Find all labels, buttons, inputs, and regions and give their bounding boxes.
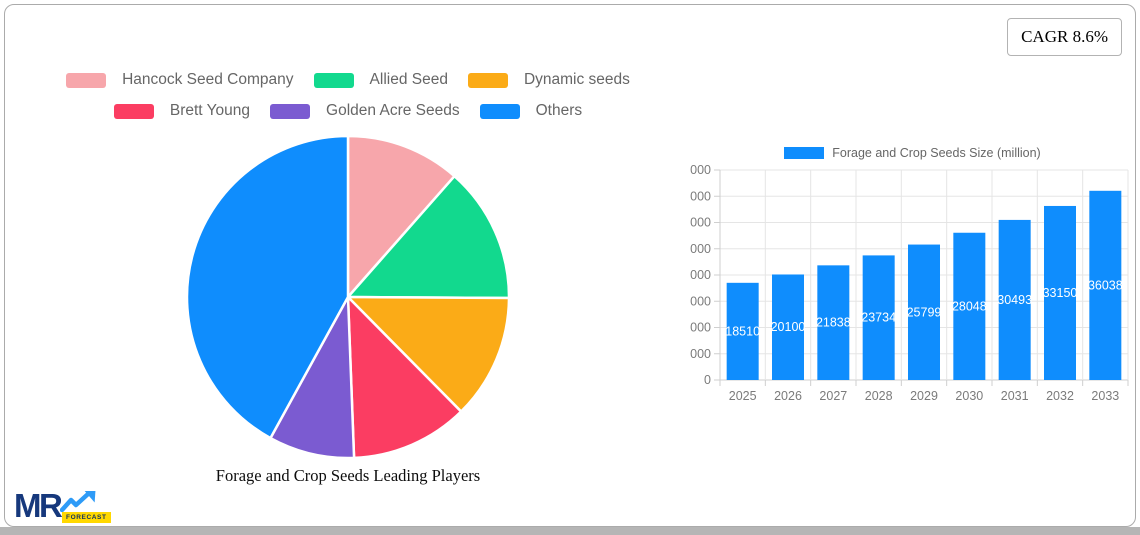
- bar-chart-legend[interactable]: Forage and Crop Seeds Size (million): [690, 146, 1135, 160]
- bar-2029: [908, 244, 940, 380]
- bar-value-label: 20100: [771, 320, 806, 334]
- pie-chart: [185, 134, 511, 460]
- bar-value-label: 21838: [816, 316, 851, 330]
- pie-legend-item[interactable]: Others: [479, 102, 583, 120]
- legend-swatch-icon: [66, 72, 107, 88]
- bar-2032: [1044, 205, 1076, 380]
- legend-label: Golden Acre Seeds: [326, 102, 460, 119]
- svg-text:0: 0: [704, 373, 711, 387]
- bar-value-label: 30493: [997, 293, 1032, 307]
- bar-2031: [998, 219, 1031, 380]
- svg-text:25000: 25000: [690, 242, 711, 256]
- pie-legend: Hancock Seed Company Allied Seed Dynamic s…: [36, 71, 660, 120]
- pie-slice-golden-acre-seeds: [269, 295, 356, 460]
- pie-slice-allied-seed: [346, 174, 511, 300]
- legend-swatch-icon: [313, 72, 354, 88]
- x-axis-label: 2026: [774, 389, 802, 403]
- bar-chart: 0 5000 10000 15000 20000 25000 30000 35000 40000…: [690, 140, 1135, 410]
- legend-swatch-icon: [479, 103, 520, 119]
- bar-2025: [726, 282, 759, 380]
- bar-legend-swatch-icon: [784, 147, 825, 159]
- pie-legend-row-2: Brett Young Golden Acre Seeds Others: [36, 102, 660, 120]
- pie-legend-item[interactable]: Dynamic seeds: [467, 71, 630, 89]
- pie-legend-item[interactable]: Golden Acre Seeds: [270, 102, 460, 120]
- bar-value-label: 18510: [725, 324, 760, 338]
- page-bottom-strip: [0, 527, 1140, 535]
- x-axis-label: 2033: [1091, 389, 1119, 403]
- bar-value-label: 36038: [1088, 278, 1123, 292]
- cagr-badge: CAGR 8.6%: [1007, 18, 1122, 56]
- pie-chart-title: Forage and Crop Seeds Leading Players: [215, 466, 481, 485]
- legend-swatch-icon: [467, 72, 508, 88]
- svg-text:15000: 15000: [690, 294, 711, 308]
- svg-text:40000: 40000: [690, 163, 711, 177]
- pie-legend-row-1: Hancock Seed Company Allied Seed Dynamic s…: [36, 71, 660, 89]
- legend-swatch-icon: [270, 103, 311, 119]
- bar-value-label: 25799: [907, 305, 942, 319]
- x-axis-label: 2028: [865, 389, 893, 403]
- bar-2026: [772, 274, 804, 380]
- pie-legend-item[interactable]: Allied Seed: [313, 71, 448, 89]
- legend-label: Others: [535, 102, 583, 119]
- legend-label: Allied Seed: [369, 71, 448, 88]
- logo-mr-text: MR: [14, 487, 63, 524]
- bar-value-label: 28048: [952, 299, 987, 313]
- trend-arrow-icon: [60, 491, 96, 513]
- x-axis-label: 2031: [1001, 389, 1029, 403]
- logo-forecast-tag: FORECAST: [62, 512, 111, 523]
- x-axis-label: 2027: [819, 389, 847, 403]
- bar-2030: [953, 232, 986, 380]
- pie-slice-brett-young: [346, 295, 463, 460]
- legend-label: Dynamic seeds: [523, 71, 630, 88]
- x-axis-label: 2025: [729, 389, 757, 403]
- pie-legend-item[interactable]: Hancock Seed Company: [66, 71, 294, 89]
- pie-slice-hancock-seed-company: [346, 134, 456, 299]
- svg-text:20000: 20000: [690, 268, 711, 282]
- svg-text:5000: 5000: [690, 347, 711, 361]
- x-axis-label: 2032: [1046, 389, 1074, 403]
- svg-text:10000: 10000: [690, 321, 711, 335]
- legend-label: Brett Young: [169, 102, 251, 119]
- x-axis-label: 2029: [910, 389, 938, 403]
- legend-swatch-icon: [113, 103, 154, 119]
- bar-value-label: 23734: [861, 311, 896, 325]
- pie-legend-item[interactable]: Brett Young: [113, 102, 251, 120]
- bar-2033: [1089, 190, 1122, 380]
- svg-text:35000: 35000: [690, 189, 711, 203]
- pie-slice-others: [185, 134, 350, 440]
- mr-forecast-logo: MR FORECAST: [14, 487, 111, 527]
- bar-value-label: 33150: [1043, 286, 1078, 300]
- bar-legend-label: Forage and Crop Seeds Size (million): [832, 146, 1041, 160]
- pie-slice-dynamic-seeds: [346, 295, 511, 413]
- bar-2028: [862, 255, 895, 380]
- legend-label: Hancock Seed Company: [122, 71, 294, 88]
- bar-chart-plot: 0 5000 10000 15000 20000 25000 30000 35000 40000…: [690, 163, 1129, 403]
- svg-text:30000: 30000: [690, 216, 711, 230]
- bar-2027: [817, 265, 850, 380]
- x-axis-label: 2030: [955, 389, 983, 403]
